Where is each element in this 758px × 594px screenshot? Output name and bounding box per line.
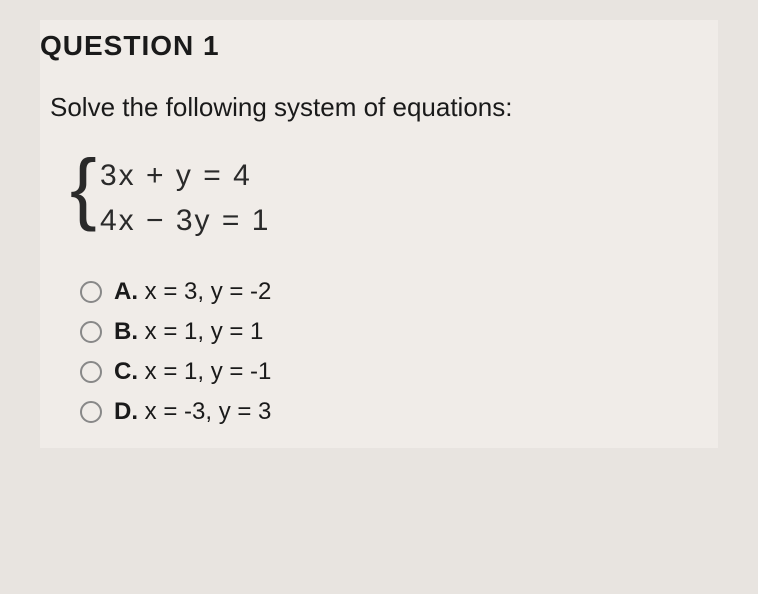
option-label: C. x = 1, y = -1 [114, 358, 271, 386]
curly-brace-icon: { [70, 148, 97, 228]
question-prompt: Solve the following system of equations: [50, 92, 718, 123]
option-letter: D. [114, 398, 138, 425]
equation-1: 3x + y = 4 [100, 153, 718, 198]
option-c[interactable]: C. x = 1, y = -1 [80, 358, 718, 386]
radio-icon[interactable] [80, 361, 102, 383]
option-label: D. x = -3, y = 3 [114, 398, 271, 426]
option-d[interactable]: D. x = -3, y = 3 [80, 398, 718, 426]
option-text: x = 1, y = -1 [145, 358, 272, 385]
option-letter: A. [114, 278, 138, 305]
answer-options: A. x = 3, y = -2 B. x = 1, y = 1 C. x = … [80, 278, 718, 426]
question-container: QUESTION 1 Solve the following system of… [40, 20, 718, 448]
option-b[interactable]: B. x = 1, y = 1 [80, 318, 718, 346]
equation-system: { 3x + y = 4 4x − 3y = 1 [100, 153, 718, 243]
option-label: B. x = 1, y = 1 [114, 318, 263, 346]
option-text: x = 1, y = 1 [145, 318, 264, 345]
option-label: A. x = 3, y = -2 [114, 278, 271, 306]
option-text: x = 3, y = -2 [145, 278, 272, 305]
equation-2: 4x − 3y = 1 [100, 198, 718, 243]
radio-icon[interactable] [80, 321, 102, 343]
option-text: x = -3, y = 3 [145, 398, 272, 425]
option-letter: B. [114, 318, 138, 345]
radio-icon[interactable] [80, 401, 102, 423]
radio-icon[interactable] [80, 281, 102, 303]
question-header: QUESTION 1 [40, 30, 718, 62]
option-letter: C. [114, 358, 138, 385]
option-a[interactable]: A. x = 3, y = -2 [80, 278, 718, 306]
